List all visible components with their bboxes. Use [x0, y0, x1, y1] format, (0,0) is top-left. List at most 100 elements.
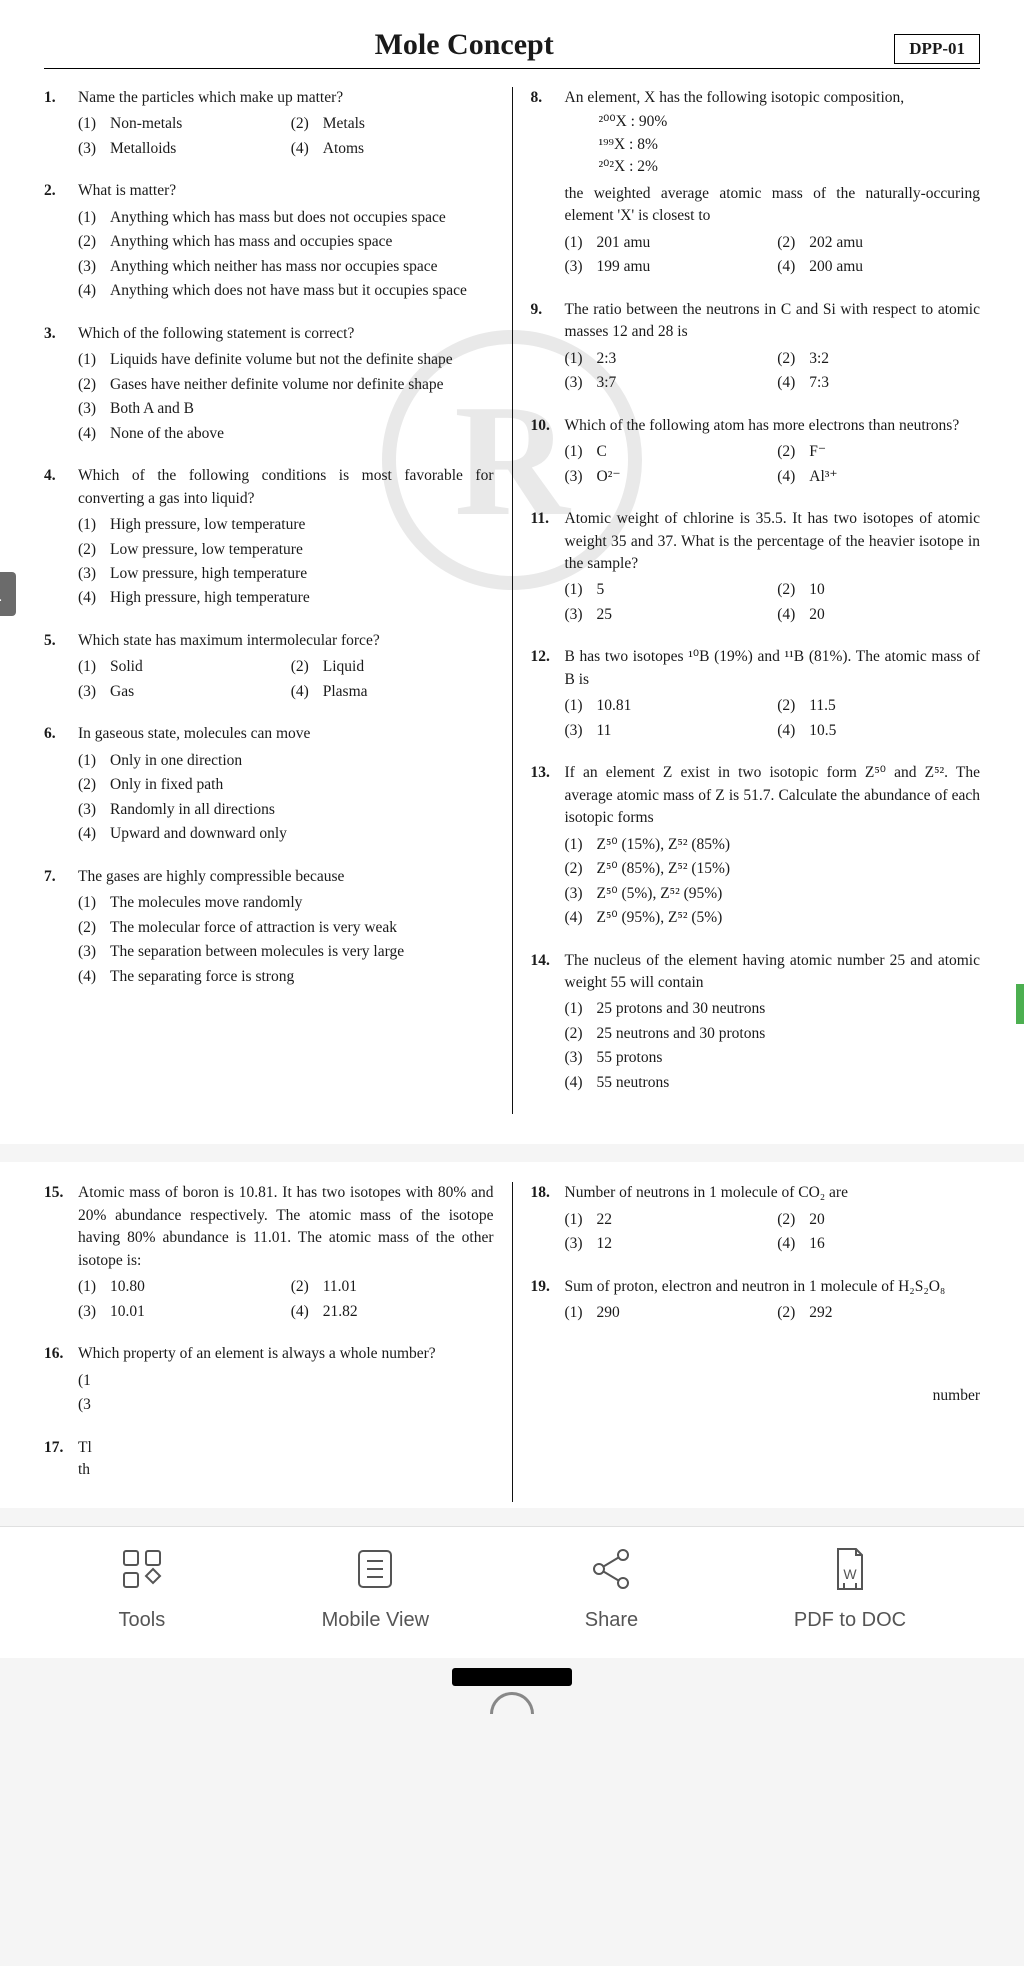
option: (1)2:3	[565, 348, 768, 370]
question-stem: The ratio between the neutrons in C and …	[565, 299, 981, 344]
option-text: 11.01	[323, 1276, 494, 1298]
question: 15.Atomic mass of boron is 10.81. It has…	[44, 1182, 494, 1323]
option-number: (1)	[78, 514, 110, 536]
tools-label: Tools	[119, 1609, 166, 1632]
option-number: (3)	[78, 799, 110, 821]
option-text: 2:3	[597, 348, 768, 370]
option-number: (1)	[78, 207, 110, 229]
option-number: (3)	[78, 256, 110, 278]
option: (1)25 protons and 30 neutrons	[565, 998, 981, 1020]
option-number: (4)	[291, 1301, 323, 1323]
option: (1)The molecules move randomly	[78, 892, 494, 914]
option: (4)10.5	[777, 720, 980, 742]
option-text: Gas	[110, 681, 281, 703]
option: (1	[78, 1370, 281, 1392]
option-number: (4)	[291, 681, 323, 703]
question-number: 10.	[531, 415, 565, 488]
question: 5.Which state has maximum intermolecular…	[44, 630, 494, 703]
option: (1)Z⁵⁰ (15%), Z⁵² (85%)	[565, 834, 981, 856]
bottom-bar	[452, 1668, 572, 1686]
option-number: (1)	[565, 441, 597, 463]
option-text: Z⁵⁰ (95%), Z⁵² (5%)	[597, 907, 981, 929]
question-number: 17.	[44, 1437, 78, 1482]
question-stem: Which property of an element is always a…	[78, 1343, 494, 1365]
option-text: 11	[597, 720, 768, 742]
right-column-2: 18.Number of neutrons in 1 molecule of C…	[512, 1182, 981, 1501]
option-number: (4)	[777, 720, 809, 742]
option: (2)202 amu	[777, 232, 980, 254]
option-number: (2)	[78, 917, 110, 939]
option-text: Low pressure, low temperature	[110, 539, 494, 561]
question: 19.Sum of proton, electron and neutron i…	[531, 1276, 981, 1325]
option: (2)Metals	[291, 113, 494, 135]
question: 4.Which of the following conditions is m…	[44, 465, 494, 610]
option-text: 290	[597, 1302, 768, 1324]
option-number: (2)	[777, 695, 809, 717]
mobile-view-label: Mobile View	[322, 1609, 429, 1632]
option-text: Randomly in all directions	[110, 799, 494, 821]
question-number: 7.	[44, 866, 78, 988]
option: (4)200 amu	[777, 256, 980, 278]
option: (2)The molecular force of attraction is …	[78, 917, 494, 939]
option-text: Anything which has mass and occupies spa…	[110, 231, 494, 253]
option: (2)10	[777, 579, 980, 601]
option-text	[110, 1370, 281, 1392]
question-body: An element, X has the following isotopic…	[565, 87, 981, 279]
option: (3	[78, 1394, 281, 1416]
option: (4)16	[777, 1233, 980, 1255]
dpp-badge: DPP-01	[894, 34, 980, 64]
option-number: (2)	[777, 348, 809, 370]
options: (1)Solid(2)Liquid(3)Gas(4)Plasma	[78, 656, 494, 703]
option: (3)The separation between molecules is v…	[78, 941, 494, 963]
option: (2)Liquid	[291, 656, 494, 678]
option: (3)Randomly in all directions	[78, 799, 494, 821]
option	[291, 1394, 494, 1416]
option: (2)11.5	[777, 695, 980, 717]
option-text: Low pressure, high temperature	[110, 563, 494, 585]
question-body: Which of the following atom has more ele…	[565, 415, 981, 488]
option-number: (4)	[777, 372, 809, 394]
question-body: Which of the following statement is corr…	[78, 323, 494, 445]
question: 6.In gaseous state, molecules can move(1…	[44, 723, 494, 845]
option-number: (1)	[565, 232, 597, 254]
option-text: Plasma	[323, 681, 494, 703]
app-toolbar: Tools Mobile View Share W PDF to DOC	[0, 1526, 1024, 1658]
option-number: (1)	[78, 750, 110, 772]
options: (1)201 amu(2)202 amu(3)199 amu(4)200 amu	[565, 232, 981, 279]
question-number: 19.	[531, 1276, 565, 1325]
options: (1)25 protons and 30 neutrons(2)25 neutr…	[565, 998, 981, 1094]
option: (1)10.80	[78, 1276, 281, 1298]
pdf-to-doc-button[interactable]: W PDF to DOC	[794, 1545, 906, 1632]
option-number: (4)	[777, 604, 809, 626]
question-number: 12.	[531, 646, 565, 742]
option-text: 21.82	[323, 1301, 494, 1323]
isotope-line: ¹⁹⁹X : 8%	[599, 134, 981, 156]
question-body: What is matter?(1)Anything which has mas…	[78, 180, 494, 302]
option-number: (3)	[565, 256, 597, 278]
option-text: Metalloids	[110, 138, 281, 160]
option-number: (3)	[565, 372, 597, 394]
option: (1)290	[565, 1302, 768, 1324]
question-number: 1.	[44, 87, 78, 160]
option: (2)Low pressure, low temperature	[78, 539, 494, 561]
mobile-view-button[interactable]: Mobile View	[322, 1545, 429, 1632]
options: (1(3	[78, 1370, 494, 1417]
option: (1)Non-metals	[78, 113, 281, 135]
option-text: 16	[809, 1233, 980, 1255]
option-text	[323, 1370, 494, 1392]
option: (3)Both A and B	[78, 398, 494, 420]
option-number: (3)	[78, 941, 110, 963]
options: (1)10.81(2)11.5(3)11(4)10.5	[565, 695, 981, 742]
question-number: 5.	[44, 630, 78, 703]
question-stem: Which of the following atom has more ele…	[565, 415, 981, 437]
question-stem: Tl	[78, 1437, 494, 1459]
option-number: (3)	[78, 138, 110, 160]
question: 2.What is matter?(1)Anything which has m…	[44, 180, 494, 302]
option-text: Gases have neither definite volume nor d…	[110, 374, 494, 396]
question-stem: Atomic weight of chlorine is 35.5. It ha…	[565, 508, 981, 575]
option: (4)Plasma	[291, 681, 494, 703]
question-body: Tlth	[78, 1437, 494, 1482]
tools-button[interactable]: Tools	[118, 1545, 166, 1632]
option-number: (1)	[565, 695, 597, 717]
share-button[interactable]: Share	[585, 1545, 638, 1632]
